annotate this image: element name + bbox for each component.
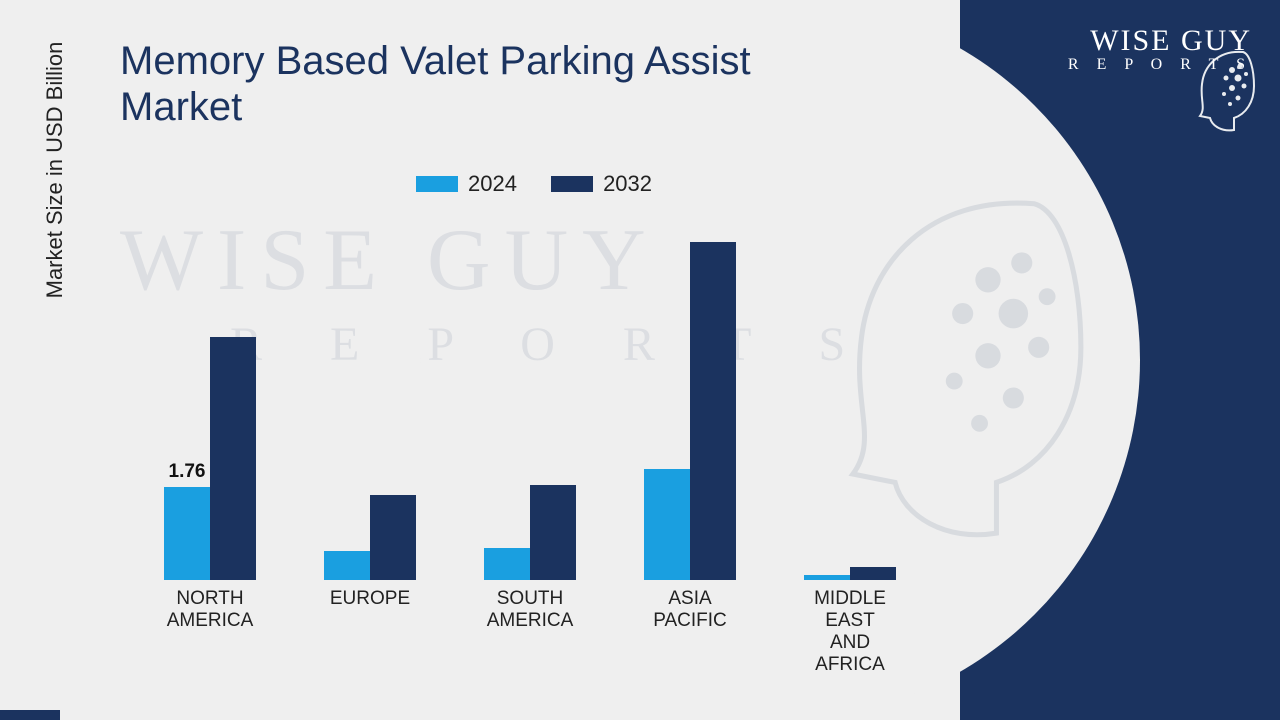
category-label: EUROPE	[300, 588, 440, 610]
bar-2024	[484, 548, 530, 580]
bar-2032	[210, 337, 256, 580]
bar-2032	[690, 242, 736, 580]
legend-swatch-1	[551, 176, 593, 192]
brand-head-icon	[1188, 44, 1258, 134]
bar-2032	[850, 567, 896, 580]
bar-2024	[804, 575, 850, 580]
category-label: NORTHAMERICA	[140, 588, 280, 632]
category-label: MIDDLEEASTANDAFRICA	[780, 588, 920, 675]
chart-title: Memory Based Valet Parking Assist Market	[120, 38, 880, 130]
brand-logo: WISE GUY R E P O R T S	[1068, 24, 1252, 74]
plot-region: 1.76NORTHAMERICAEUROPESOUTHAMERICAASIAPA…	[150, 210, 940, 580]
bar-value-label: 1.76	[169, 461, 206, 483]
legend: 2024 2032	[100, 170, 940, 197]
legend-swatch-0	[416, 176, 458, 192]
bar-2032	[530, 485, 576, 580]
y-axis-label: Market Size in USD Billion	[42, 0, 68, 370]
bar-2024	[324, 551, 370, 580]
chart-area: Market Size in USD Billion 2024 2032 1.7…	[100, 170, 940, 640]
category-label: ASIAPACIFIC	[620, 588, 760, 632]
legend-label-1: 2032	[603, 171, 652, 196]
bottom-accent-bar	[0, 710, 60, 720]
category-label: SOUTHAMERICA	[460, 588, 600, 632]
bar-2024	[644, 469, 690, 580]
bar-2024: 1.76	[164, 487, 210, 580]
legend-label-0: 2024	[468, 171, 517, 196]
bar-2032	[370, 495, 416, 580]
